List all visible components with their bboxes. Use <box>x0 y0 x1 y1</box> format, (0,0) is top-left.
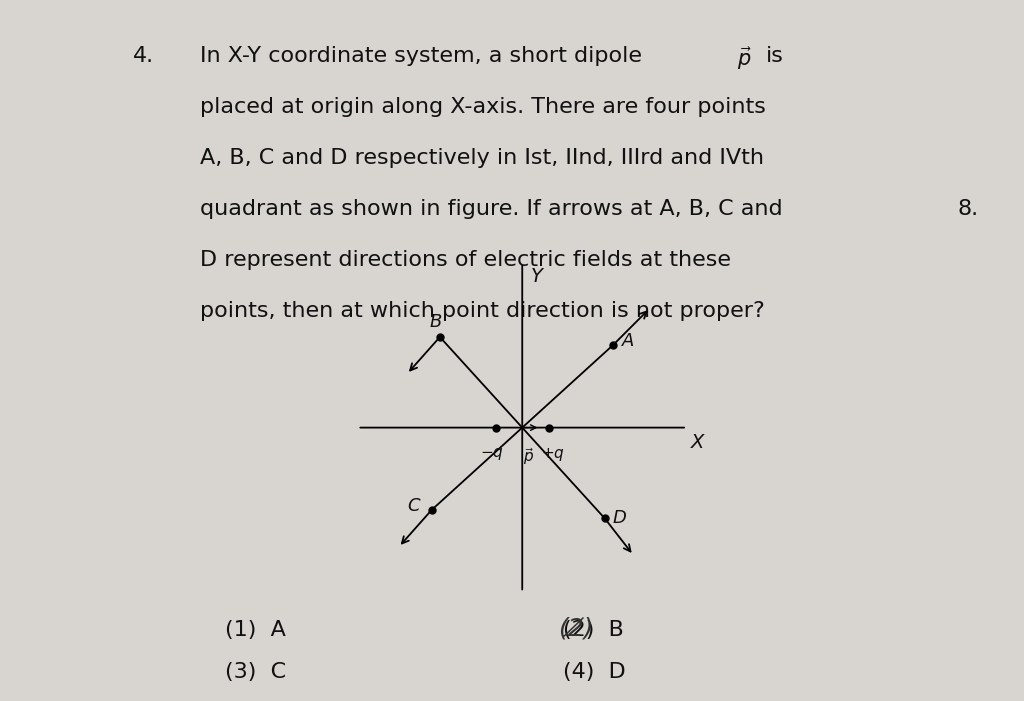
Text: points, then at which point direction is not proper?: points, then at which point direction is… <box>200 301 765 322</box>
Text: is: is <box>766 46 783 66</box>
Text: $\vec{p}$: $\vec{p}$ <box>523 446 535 467</box>
Text: placed at origin along X-axis. There are four points: placed at origin along X-axis. There are… <box>200 97 766 117</box>
Text: (1)  A: (1) A <box>225 620 286 641</box>
Text: A, B, C and D respectively in Ist, IInd, IIIrd and IVth: A, B, C and D respectively in Ist, IInd,… <box>200 148 764 168</box>
Text: A: A <box>622 332 634 350</box>
Text: C: C <box>408 497 420 515</box>
Text: quadrant as shown in figure. If arrows at A, B, C and: quadrant as shown in figure. If arrows a… <box>200 199 782 219</box>
Text: In X-Y coordinate system, a short dipole: In X-Y coordinate system, a short dipole <box>200 46 656 66</box>
Text: Y: Y <box>530 267 543 286</box>
Text: $\vec{p}$: $\vec{p}$ <box>737 46 752 72</box>
Text: D: D <box>612 509 627 527</box>
Text: B: B <box>429 313 442 331</box>
Text: X: X <box>691 433 705 452</box>
Text: (4)  D: (4) D <box>563 662 626 683</box>
Text: (2)  B: (2) B <box>563 620 624 641</box>
Text: (3)  C: (3) C <box>225 662 287 683</box>
Text: 8.: 8. <box>957 199 979 219</box>
Text: $+q$: $+q$ <box>541 446 564 463</box>
Text: D represent directions of electric fields at these: D represent directions of electric field… <box>200 250 731 271</box>
Text: 4.: 4. <box>133 46 155 66</box>
Text: $-q$: $-q$ <box>480 446 504 462</box>
Text: (2̸): (2̸) <box>558 617 594 641</box>
